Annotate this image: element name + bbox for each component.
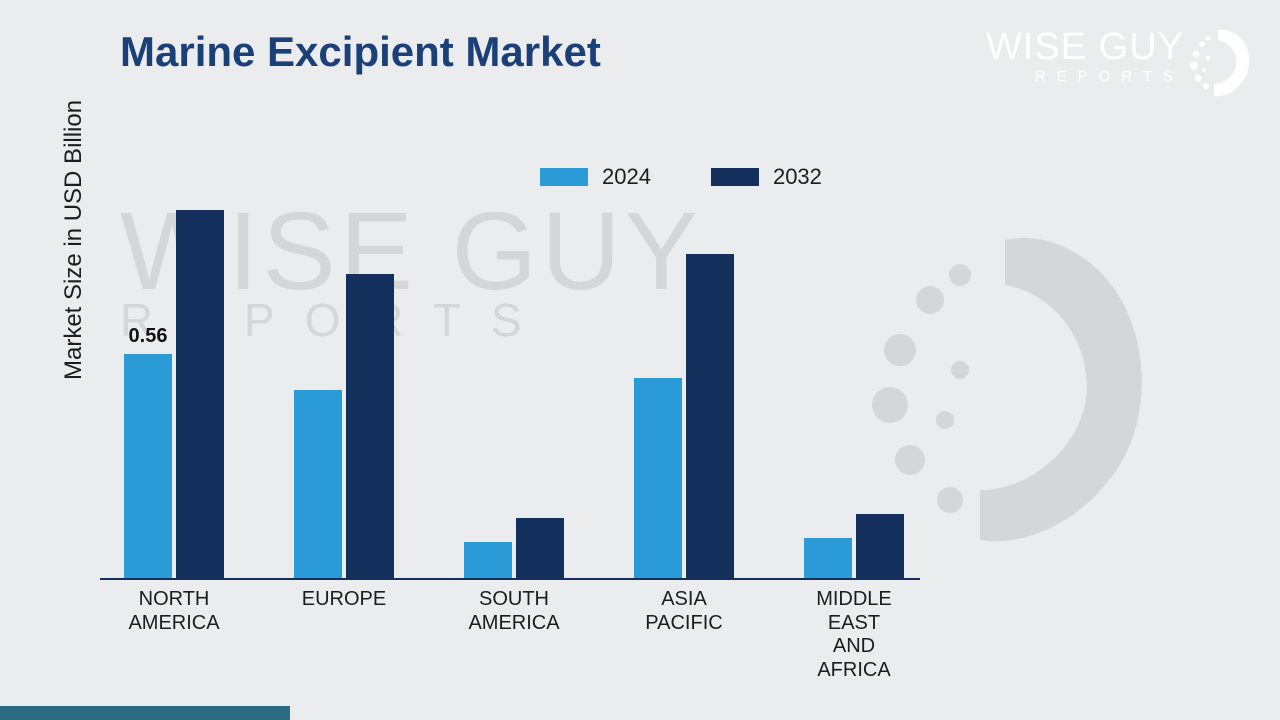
bar-2024 (464, 542, 512, 578)
chart-title: Marine Excipient Market (120, 28, 601, 76)
bar-2032 (856, 514, 904, 578)
category-label: SOUTHAMERICA (444, 588, 584, 635)
bar-value-label: 0.56 (118, 325, 178, 348)
brand-logo: WISE GUY REPORTS (986, 28, 1250, 85)
bar-2032 (516, 518, 564, 578)
bar-2024 (294, 390, 342, 578)
y-axis-label: Market Size in USD Billion (60, 100, 88, 380)
category-label: NORTHAMERICA (104, 588, 244, 635)
plot-area: 0.56 NORTHAMERICAEUROPESOUTHAMERICAASIAP… (100, 180, 920, 580)
category-label: EUROPE (274, 588, 414, 612)
bar-2032 (346, 274, 394, 578)
bar-2024 (124, 354, 172, 578)
x-axis-baseline (100, 578, 920, 580)
bar-2024 (804, 538, 852, 578)
footer-accent-bar (0, 706, 290, 720)
right-panel (960, 0, 1280, 720)
category-label: MIDDLEEASTANDAFRICA (784, 588, 924, 682)
category-label: ASIAPACIFIC (614, 588, 754, 635)
chart-canvas: WISE GUY REPORTS Marine Excipient Market… (0, 0, 1280, 720)
bar-2024 (634, 378, 682, 578)
logo-head-icon (1174, 24, 1254, 104)
bar-2032 (686, 254, 734, 578)
bar-2032 (176, 210, 224, 578)
